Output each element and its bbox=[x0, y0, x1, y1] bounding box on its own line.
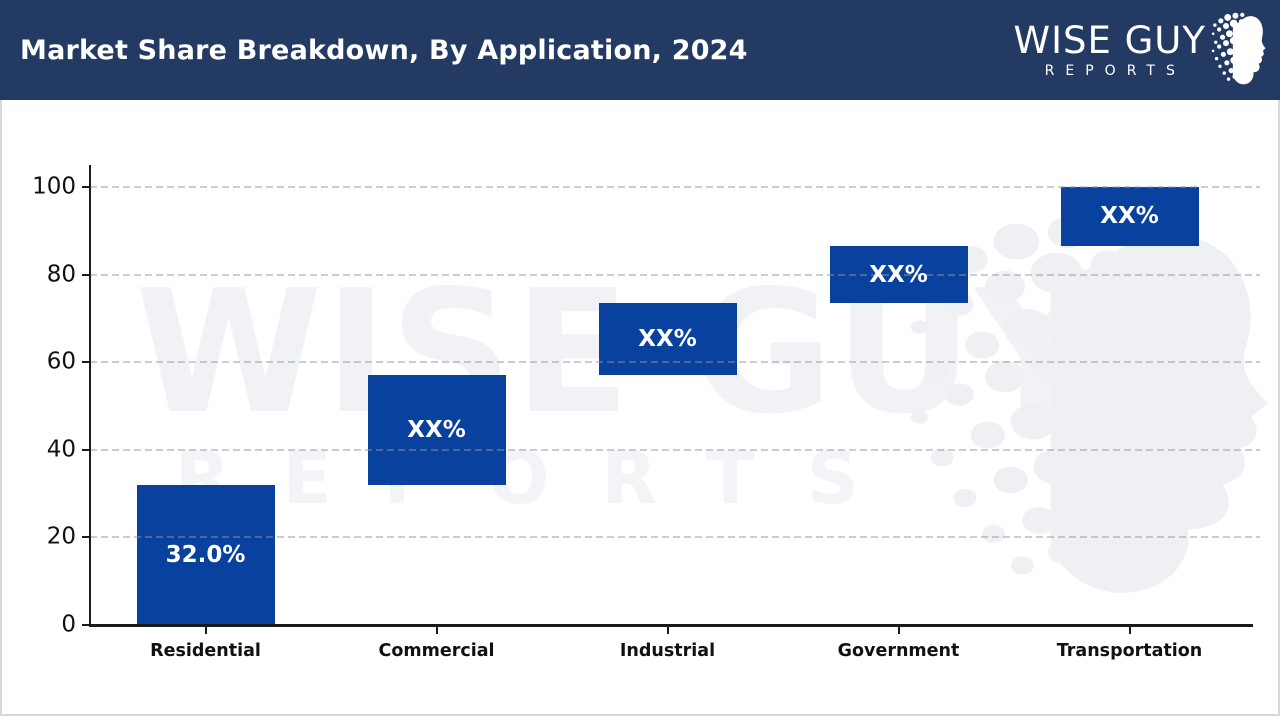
y-axis-line bbox=[89, 165, 91, 626]
gridline-40 bbox=[90, 448, 1260, 451]
gridline-100 bbox=[90, 185, 1260, 188]
x-axis-tick bbox=[1128, 626, 1131, 634]
y-axis-tick bbox=[82, 361, 90, 364]
x-axis-line bbox=[89, 624, 1253, 627]
brand-logo-text: WISE GUY REPORTS bbox=[1014, 22, 1206, 79]
brand-face-dots-icon bbox=[1211, 12, 1266, 85]
x-axis-category-label: Government bbox=[837, 641, 960, 661]
bar-industrial bbox=[598, 303, 737, 376]
gridline-60 bbox=[90, 361, 1260, 364]
brand-subname: REPORTS bbox=[1044, 62, 1186, 79]
x-axis-category-label: Commercial bbox=[378, 641, 495, 661]
bar-value-label: XX% bbox=[407, 417, 466, 444]
plot-area: 0 20 40 60 80 100 32.0% Residential XX% Commercia… bbox=[32, 165, 1260, 661]
x-axis-tick bbox=[204, 626, 207, 634]
gridline-20 bbox=[90, 536, 1260, 539]
x-axis-tick bbox=[666, 626, 669, 634]
y-axis-tick bbox=[82, 536, 90, 539]
y-axis-tick bbox=[82, 448, 90, 451]
header: Market Share Breakdown, By Application, … bbox=[0, 0, 1280, 100]
x-axis-tick bbox=[897, 626, 900, 634]
x-axis-category-label: Industrial bbox=[619, 641, 716, 661]
x-axis-category-label: Transportation bbox=[1056, 641, 1203, 661]
bar-value-label: XX% bbox=[869, 261, 928, 288]
bar-value-label: XX% bbox=[638, 326, 697, 353]
brand-name: WISE GUY bbox=[1013, 18, 1206, 62]
x-axis-category-label: Residential bbox=[150, 641, 261, 661]
watermark-text-reports: REPORTS bbox=[175, 436, 911, 520]
y-axis-tick bbox=[82, 624, 90, 626]
y-axis-tick-label: 40 bbox=[46, 436, 76, 463]
brand-logo: WISE GUY REPORTS bbox=[1014, 8, 1268, 92]
y-axis-tick-label: 100 bbox=[32, 173, 76, 200]
y-axis-tick-label: 0 bbox=[61, 611, 76, 638]
y-axis-tick-label: 80 bbox=[46, 261, 76, 288]
bar-transportation bbox=[1060, 186, 1199, 247]
y-axis-tick bbox=[82, 185, 90, 188]
y-axis-tick-label: 20 bbox=[46, 523, 76, 550]
gridline-80 bbox=[90, 273, 1260, 276]
bar-residential bbox=[136, 484, 275, 625]
bar-commercial bbox=[367, 375, 506, 485]
bar-value-label: XX% bbox=[1100, 203, 1159, 230]
bar-value-label: 32.0% bbox=[165, 541, 246, 568]
bar-government bbox=[829, 246, 968, 303]
page-title: Market Share Breakdown, By Application, … bbox=[20, 34, 748, 66]
y-axis-tick-label: 60 bbox=[46, 348, 76, 375]
x-axis-tick bbox=[435, 626, 438, 634]
y-axis-tick bbox=[82, 273, 90, 276]
